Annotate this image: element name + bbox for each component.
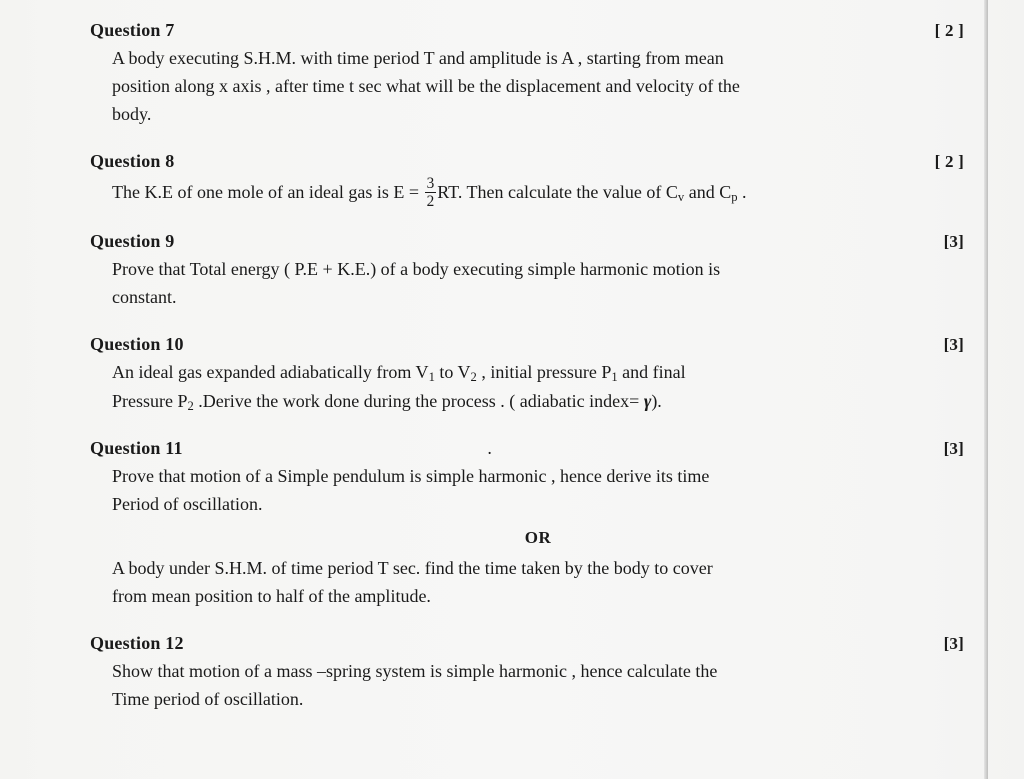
question-11: Question 11 . [3] Prove that motion of a… [90, 438, 964, 611]
question-12-title: Question 12 [90, 633, 184, 654]
question-9-line2: constant. [112, 287, 177, 307]
question-12-marks: [3] [944, 634, 964, 654]
question-7-title: Question 7 [90, 20, 175, 41]
question-12-body: Show that motion of a mass –spring syste… [112, 658, 964, 714]
question-9-marks: [3] [944, 232, 964, 252]
question-12: Question 12 [3] Show that motion of a ma… [90, 633, 964, 714]
question-10-line2-post: ). [651, 391, 662, 411]
question-9-title: Question 9 [90, 231, 175, 252]
question-11-title: Question 11 [90, 438, 183, 458]
fraction-3-over-2: 3 2 [425, 176, 437, 210]
question-8-title: Question 8 [90, 151, 175, 172]
question-7-body: A body executing S.H.M. with time period… [112, 45, 964, 129]
question-10-header: Question 10 [3] [90, 334, 964, 355]
question-8-body: The K.E of one mole of an ideal gas is E… [112, 176, 964, 210]
fraction-numerator: 3 [425, 176, 437, 193]
question-9-line1: Prove that Total energy ( P.E + K.E.) of… [112, 259, 720, 279]
question-12-header: Question 12 [3] [90, 633, 964, 654]
question-10-line1-post: and final [618, 362, 686, 382]
question-8-header: Question 8 [ 2 ] [90, 151, 964, 172]
question-9-header: Question 9 [3] [90, 231, 964, 252]
question-9-body: Prove that Total energy ( P.E + K.E.) of… [112, 256, 964, 312]
question-11-header: Question 11 . [3] [90, 438, 964, 459]
question-9: Question 9 [3] Prove that Total energy (… [90, 231, 964, 312]
question-10-line1-mid1: to V [435, 362, 471, 382]
question-11-marks: [3] [944, 439, 964, 459]
question-10-line1-pre: An ideal gas expanded adiabatically from… [112, 362, 429, 382]
question-10-title: Question 10 [90, 334, 184, 355]
question-10-marks: [3] [944, 335, 964, 355]
question-11-alt-line2: from mean position to half of the amplit… [112, 586, 431, 606]
question-11-line1: Prove that motion of a Simple pendulum i… [112, 466, 709, 486]
question-10-line1-mid2: , initial pressure P [477, 362, 611, 382]
question-8-text-mid2: and C [684, 182, 731, 202]
question-11-alt-line1: A body under S.H.M. of time period T sec… [112, 558, 713, 578]
exam-page: Question 7 [ 2 ] A body executing S.H.M.… [0, 0, 1024, 779]
fraction-denominator: 2 [425, 193, 437, 209]
question-7-line1: A body executing S.H.M. with time period… [112, 48, 724, 68]
question-8-marks: [ 2 ] [935, 152, 964, 172]
question-12-line2: Time period of oscillation. [112, 689, 303, 709]
question-10-line2-mid: .Derive the work done during the process… [194, 391, 644, 411]
question-10-line2-pre: Pressure P [112, 391, 188, 411]
question-12-line1: Show that motion of a mass –spring syste… [112, 661, 717, 681]
question-8-text-mid: RT. Then calculate the value of C [437, 182, 678, 202]
question-7-line3: body. [112, 104, 151, 124]
question-7-line2: position along x axis , after time t sec… [112, 76, 740, 96]
question-11-title-wrap: Question 11 . [90, 438, 492, 459]
question-8-text-pre: The K.E of one mole of an ideal gas is E… [112, 182, 419, 202]
question-8: Question 8 [ 2 ] The K.E of one mole of … [90, 151, 964, 210]
question-7-header: Question 7 [ 2 ] [90, 20, 964, 41]
question-7: Question 7 [ 2 ] A body executing S.H.M.… [90, 20, 964, 129]
question-11-body: Prove that motion of a Simple pendulum i… [112, 463, 964, 611]
question-11-line2: Period of oscillation. [112, 494, 262, 514]
question-11-or: OR [112, 525, 964, 551]
question-7-marks: [ 2 ] [935, 21, 964, 41]
question-10: Question 10 [3] An ideal gas expanded ad… [90, 334, 964, 416]
question-8-text-post: . [738, 182, 747, 202]
question-11-dot: . [487, 438, 492, 458]
question-10-body: An ideal gas expanded adiabatically from… [112, 359, 964, 416]
